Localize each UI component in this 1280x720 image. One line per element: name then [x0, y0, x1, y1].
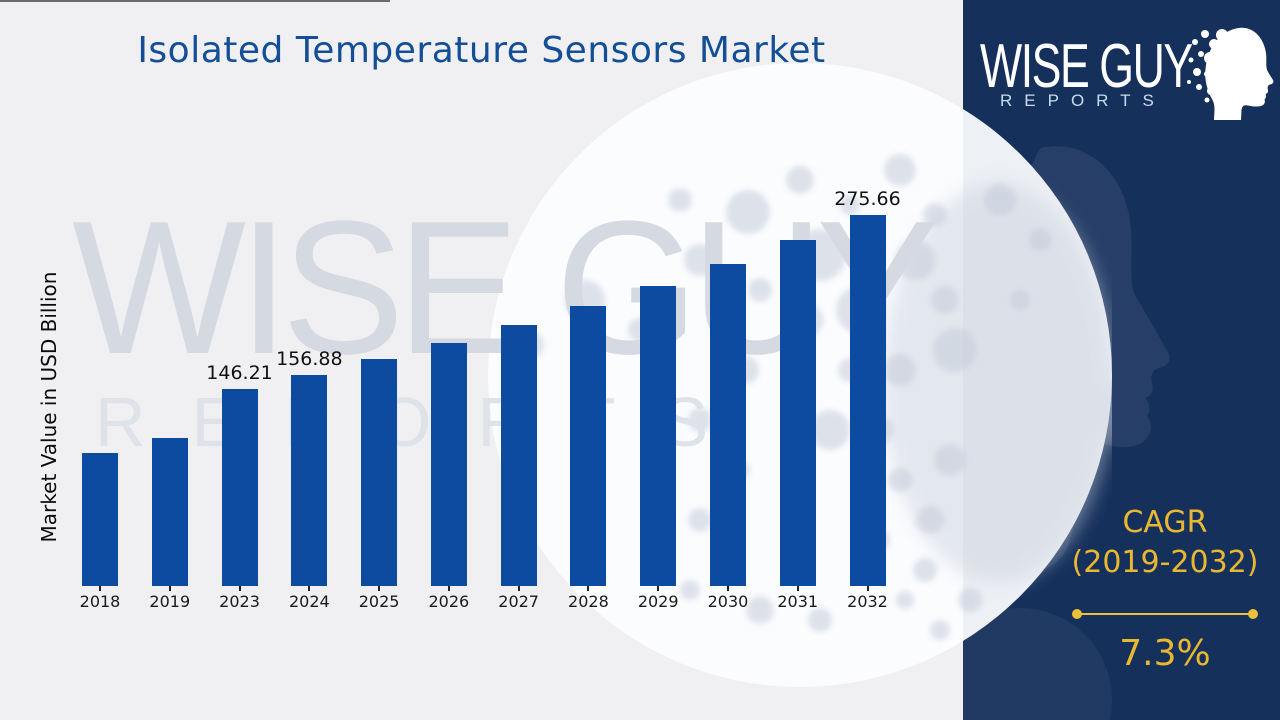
x-axis-tick [587, 586, 590, 591]
x-axis-label: 2018 [79, 592, 121, 611]
bar-2030 [709, 264, 746, 586]
x-axis-label: 2030 [707, 592, 749, 611]
cagr-label: CAGR [1122, 505, 1208, 540]
bar-2027 [500, 325, 537, 586]
bar-2019 [151, 438, 188, 586]
x-axis-tick [168, 586, 171, 591]
top-edge-artifact [0, 0, 390, 2]
bar-2031 [779, 240, 816, 586]
x-axis-tick [657, 586, 660, 591]
x-axis-label: 2023 [219, 592, 260, 611]
x-axis-tick [238, 586, 241, 591]
line-endpoint-dot [1248, 609, 1258, 619]
x-axis-label: 2027 [498, 592, 539, 611]
bar-2018 [82, 453, 118, 586]
x-axis-tick [517, 586, 520, 591]
x-axis-tick [726, 586, 729, 591]
bar-value-label: 156.88 [276, 348, 343, 370]
page-title: Isolated Temperature Sensors Market [137, 30, 826, 71]
bar-value-label: 275.66 [834, 188, 901, 210]
x-axis-label: 2026 [428, 592, 470, 611]
y-axis-title: Market Value in USD Billion [37, 271, 61, 543]
cagr-period: (2019-2032) [1071, 545, 1259, 580]
bar-2024 [291, 375, 328, 586]
cagr-block: CAGR (2019-2032) 7.3% [1040, 505, 1280, 674]
bar-2029 [640, 286, 677, 586]
x-axis-label: 2025 [358, 592, 400, 611]
brand-face-icon [1187, 27, 1274, 120]
bar-2032 [849, 215, 886, 586]
x-axis-tick [796, 586, 799, 591]
bar-value-label: 146.21 [206, 362, 273, 384]
x-axis-label: 2028 [568, 592, 609, 611]
x-axis-label: 2024 [288, 592, 330, 611]
x-axis-label: 2032 [847, 592, 888, 611]
bar-2023 [221, 389, 258, 586]
x-axis-tick [99, 586, 101, 591]
cagr-value: 7.3% [1119, 633, 1211, 674]
x-axis-tick [308, 586, 311, 591]
x-axis-label: 2029 [637, 592, 679, 611]
x-axis-label: 2031 [777, 592, 819, 611]
brand-wordmark: WISE GUY [980, 32, 1193, 101]
x-axis-label: 2019 [149, 592, 191, 611]
x-axis-tick [378, 586, 381, 591]
brand-wordmark-reports: REPORTS [1000, 91, 1166, 110]
brand-logo: WISE GUY REPORTS [980, 32, 1280, 111]
bar-2025 [361, 359, 398, 586]
bar-2028 [570, 306, 607, 586]
cagr-divider-line [1072, 609, 1258, 619]
plot-area: 2018 2019 146.21 2023 156.88 2024 2025 2026 2027… [79, 188, 901, 611]
bar-2026 [430, 343, 467, 586]
x-axis-tick [447, 586, 450, 591]
x-axis-tick [866, 586, 869, 591]
chart-region: WISE GUY REPORTS Isolated Temperature Se… [0, 0, 1136, 687]
line-endpoint-dot [1072, 609, 1082, 619]
